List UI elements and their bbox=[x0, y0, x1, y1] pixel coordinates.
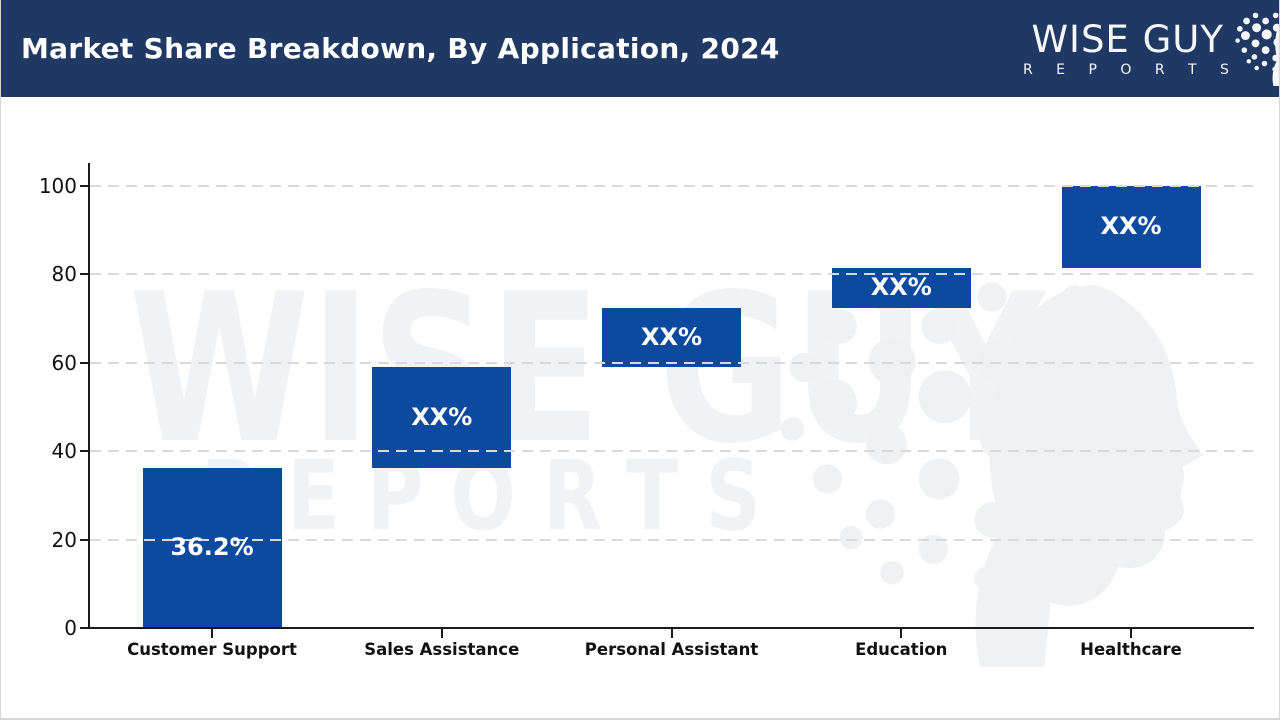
logo-wordmark: WISE GUY bbox=[1031, 18, 1224, 61]
y-tick-0 bbox=[80, 627, 88, 629]
gridline-y-60 bbox=[90, 361, 1254, 364]
x-category-label: Sales Assistance bbox=[364, 640, 520, 659]
y-tick-label-80: 80 bbox=[51, 262, 77, 287]
x-tick-4 bbox=[1130, 629, 1132, 638]
bar-value-label: XX% bbox=[640, 322, 703, 351]
x-category-label: Education bbox=[855, 640, 948, 659]
watermark-dotted-head-icon bbox=[780, 282, 1203, 667]
bar-value-label: XX% bbox=[870, 273, 932, 302]
gridline-y-100 bbox=[90, 185, 1254, 187]
bar-value-label: XX% bbox=[411, 402, 473, 431]
y-tick-20 bbox=[80, 538, 88, 541]
logo-text: WISE GUY R E P O R T S bbox=[1017, 18, 1239, 79]
bar-customer-support bbox=[142, 467, 282, 628]
y-tick-label-0: 0 bbox=[64, 616, 77, 640]
wise-guy-logo: WISE GUY R E P O R T S bbox=[1017, 6, 1279, 92]
logo-subtitle: R E P O R T S bbox=[1023, 62, 1239, 78]
header-band: Market Share Breakdown, By Application, … bbox=[1, 0, 1279, 97]
bar-value-label: 36.2% bbox=[170, 532, 254, 561]
dotted-head-icon bbox=[1235, 12, 1279, 86]
bar-value-label: XX% bbox=[1100, 212, 1162, 241]
y-tick-60 bbox=[80, 361, 88, 364]
y-axis-line bbox=[88, 163, 90, 629]
x-category-label: Customer Support bbox=[127, 640, 297, 659]
y-tick-40 bbox=[80, 450, 88, 453]
bar-personal-assistant bbox=[602, 308, 741, 368]
x-tick-3 bbox=[900, 629, 903, 638]
x-category-label: Personal Assistant bbox=[584, 640, 759, 659]
y-tick-label-40: 40 bbox=[51, 439, 77, 464]
y-tick-100 bbox=[80, 185, 88, 187]
x-tick-1 bbox=[440, 629, 443, 638]
x-category-label: Healthcare bbox=[1080, 640, 1182, 659]
x-axis-line bbox=[88, 627, 1254, 629]
gridline-y-80 bbox=[90, 273, 1254, 276]
gridline-y-20 bbox=[90, 538, 1254, 541]
page-title: Market Share Breakdown, By Application, … bbox=[21, 32, 780, 65]
x-tick-0 bbox=[211, 629, 213, 638]
y-tick-label-100: 100 bbox=[38, 174, 77, 198]
y-tick-label-20: 20 bbox=[51, 527, 77, 552]
y-tick-80 bbox=[80, 273, 88, 276]
bar-healthcare bbox=[1061, 186, 1201, 269]
gridline-y-40 bbox=[90, 450, 1254, 453]
x-tick-2 bbox=[670, 629, 673, 638]
y-tick-label-60: 60 bbox=[51, 350, 77, 375]
